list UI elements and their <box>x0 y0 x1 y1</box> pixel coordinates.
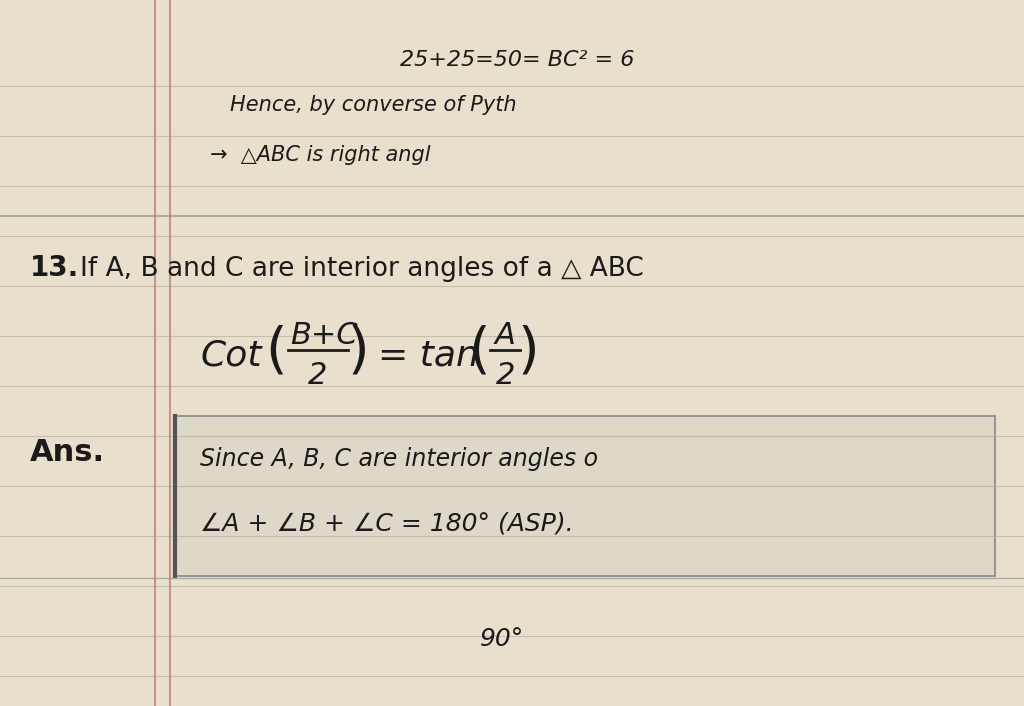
Text: A: A <box>495 321 516 350</box>
Text: B+C: B+C <box>290 321 357 350</box>
Text: 2: 2 <box>308 361 328 390</box>
Text: Since A, B, C are interior angles o: Since A, B, C are interior angles o <box>200 447 598 471</box>
Text: 25+25=50= BC² = 6: 25+25=50= BC² = 6 <box>400 50 635 70</box>
Text: ∠A + ∠B + ∠C = 180° (ASP).: ∠A + ∠B + ∠C = 180° (ASP). <box>200 512 573 536</box>
Text: 90°: 90° <box>480 627 524 651</box>
Text: (: ( <box>265 324 287 378</box>
Text: 13.: 13. <box>30 254 79 282</box>
Text: ): ) <box>348 324 370 378</box>
Text: →  △ABC is right angl: → △ABC is right angl <box>210 145 430 165</box>
Text: 2: 2 <box>496 361 515 390</box>
Text: Ans.: Ans. <box>30 438 105 467</box>
Bar <box>175 416 995 576</box>
Text: (: ( <box>468 324 489 378</box>
Text: ): ) <box>518 324 540 378</box>
Text: Cot: Cot <box>200 339 261 373</box>
Text: If A, B and C are interior angles of a △ ABC: If A, B and C are interior angles of a △… <box>80 256 644 282</box>
Text: Hence, by converse of Pyth: Hence, by converse of Pyth <box>230 95 517 115</box>
Text: = tan: = tan <box>378 339 479 373</box>
